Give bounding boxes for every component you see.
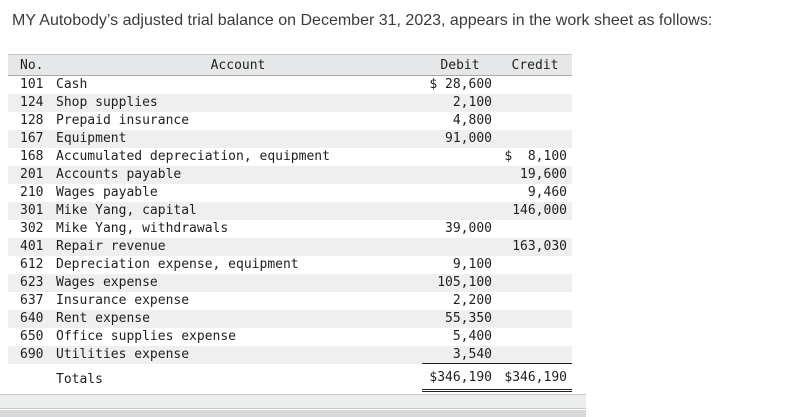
cell-account: Depreciation expense, equipment — [56, 257, 299, 272]
cell-debit: 2,100 — [452, 95, 492, 110]
table-row: 101 Cash $ 28,600 — [8, 76, 572, 94]
cell-credit — [498, 292, 572, 310]
table-header-row: No. Account Debit Credit — [8, 54, 572, 76]
cell-no: 623 — [20, 275, 44, 290]
cell-no: 301 — [20, 203, 44, 218]
cell-no: 128 — [20, 113, 44, 128]
cell-credit — [498, 328, 572, 346]
cell-account: Mike Yang, withdrawals — [56, 221, 229, 236]
cell-debit: 39,000 — [445, 221, 492, 236]
totals-debit: $346,190 — [422, 363, 498, 392]
table-row: 167 Equipment 91,000 — [8, 129, 572, 148]
cell-account: Utilities expense — [56, 347, 190, 362]
cell-account: Repair revenue — [56, 239, 166, 254]
table-row: 690 Utilities expense 3,540 — [8, 345, 572, 364]
table-row: 128 Prepaid insurance 4,800 — [8, 112, 572, 130]
table-body: 101 Cash $ 28,600 124 Shop supplies 2,100 128 P… — [8, 76, 572, 364]
header-no: No. — [20, 57, 44, 73]
cell-credit — [498, 310, 572, 328]
cell-credit — [498, 130, 572, 148]
cell-debit: 2,200 — [452, 293, 492, 308]
panel-edge-strip — [0, 410, 586, 417]
cell-account: Mike Yang, capital — [56, 203, 197, 218]
cell-debit: 3,540 — [452, 346, 492, 362]
cell-account: Rent expense — [56, 311, 150, 326]
cell-account: Accumulated depreciation, equipment — [56, 149, 330, 164]
cell-debit — [422, 166, 498, 184]
cell-account: Accounts payable — [56, 167, 182, 182]
cell-credit — [498, 256, 572, 274]
cell-credit: 19,600 — [520, 167, 567, 182]
cell-account: Shop supplies — [56, 95, 158, 110]
cell-no: 201 — [20, 167, 44, 182]
cell-credit: 163,030 — [512, 239, 567, 254]
header-account: Account — [210, 57, 266, 73]
totals-credit: $346,190 — [498, 363, 572, 392]
horizontal-scrollbar[interactable] — [0, 394, 586, 409]
cell-debit: 9,100 — [452, 257, 492, 272]
cell-debit — [422, 202, 498, 220]
cell-credit — [498, 274, 572, 292]
cell-no: 637 — [20, 293, 44, 308]
cell-debit: 91,000 — [445, 131, 492, 146]
table-row: 301 Mike Yang, capital 146,000 — [8, 201, 572, 220]
cell-debit — [422, 238, 498, 256]
cell-no: 640 — [20, 311, 44, 326]
cell-credit — [498, 346, 572, 364]
cell-no: 612 — [20, 257, 44, 272]
cell-debit: 55,350 — [445, 311, 492, 326]
cell-account: Office supplies expense — [56, 329, 237, 344]
cell-account: Equipment — [56, 131, 127, 146]
table-row: 210 Wages payable 9,460 — [8, 184, 572, 202]
page-title: MY Autobody’s adjusted trial balance on … — [12, 12, 713, 29]
cell-account: Insurance expense — [56, 293, 190, 308]
cell-credit: $ 8,100 — [504, 149, 567, 164]
cell-no: 401 — [20, 239, 44, 254]
table-row: 302 Mike Yang, withdrawals 39,000 — [8, 220, 572, 238]
cell-no: 210 — [20, 185, 44, 200]
cell-no: 168 — [20, 149, 44, 164]
cell-account: Wages expense — [56, 275, 158, 290]
cell-credit: 9,460 — [527, 185, 567, 200]
header-credit: Credit — [511, 57, 559, 73]
cell-credit — [498, 220, 572, 238]
trial-balance-table: No. Account Debit Credit 101 Cash $ 28,600… — [8, 54, 572, 392]
cell-account: Wages payable — [56, 185, 158, 200]
totals-label: Totals — [56, 371, 103, 387]
cell-credit — [498, 112, 572, 130]
table-row: 201 Accounts payable 19,600 — [8, 165, 572, 184]
cell-account: Cash — [56, 77, 88, 93]
table-row: 637 Insurance expense 2,200 — [8, 292, 572, 310]
cell-no: 124 — [20, 95, 44, 110]
cell-no: 650 — [20, 329, 44, 344]
cell-debit: $ 28,600 — [429, 77, 492, 93]
table-row: 124 Shop supplies 2,100 — [8, 93, 572, 112]
table-row: 650 Office supplies expense 5,400 — [8, 328, 572, 346]
cell-no: 101 — [20, 77, 44, 93]
cell-debit: 4,800 — [452, 113, 492, 128]
cell-no: 690 — [20, 347, 44, 362]
header-debit: Debit — [440, 57, 480, 73]
cell-credit — [498, 94, 572, 112]
table-row: 640 Rent expense 55,350 — [8, 309, 572, 328]
totals-empty-no — [8, 364, 54, 391]
cell-credit — [498, 76, 572, 94]
cell-debit: 105,100 — [437, 275, 492, 290]
table-row: 168 Accumulated depreciation, equipment $ … — [8, 148, 572, 166]
cell-debit — [422, 148, 498, 166]
totals-row: Totals $346,190 $346,190 — [8, 363, 572, 392]
cell-debit — [422, 184, 498, 202]
cell-credit: 146,000 — [512, 203, 567, 218]
cell-no: 302 — [20, 221, 44, 236]
table-row: 612 Depreciation expense, equipment 9,100 — [8, 256, 572, 274]
table-row: 401 Repair revenue 163,030 — [8, 237, 572, 256]
cell-account: Prepaid insurance — [56, 113, 190, 128]
table-row: 623 Wages expense 105,100 — [8, 273, 572, 292]
cell-no: 167 — [20, 131, 44, 146]
cell-debit: 5,400 — [452, 329, 492, 344]
